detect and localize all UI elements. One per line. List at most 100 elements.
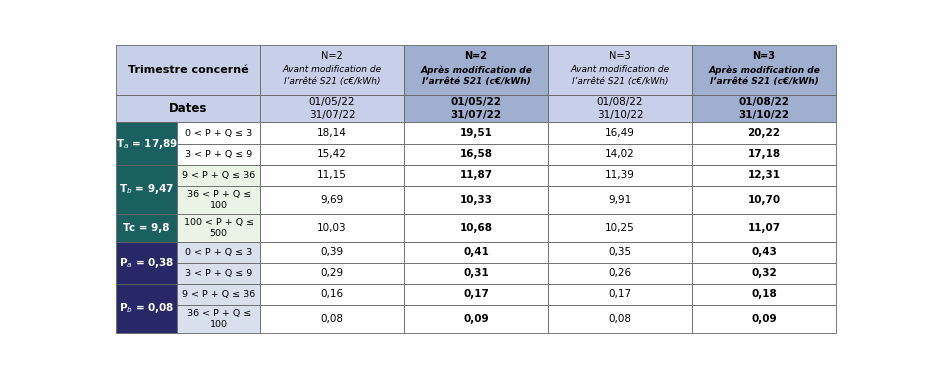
Bar bbox=[260, 305, 404, 333]
Text: 0,09: 0,09 bbox=[751, 314, 776, 324]
Text: N=3: N=3 bbox=[609, 51, 630, 61]
Bar bbox=[691, 242, 835, 263]
Text: 11,15: 11,15 bbox=[316, 170, 347, 180]
Text: 0,16: 0,16 bbox=[320, 289, 343, 299]
Text: 20,22: 20,22 bbox=[747, 128, 780, 138]
Bar bbox=[691, 284, 835, 305]
Bar bbox=[404, 284, 548, 305]
Bar bbox=[404, 263, 548, 284]
Bar bbox=[177, 144, 260, 165]
Bar bbox=[404, 95, 548, 122]
Text: N=3: N=3 bbox=[752, 51, 775, 61]
Text: 3 < P + Q ≤ 9: 3 < P + Q ≤ 9 bbox=[185, 269, 252, 278]
Text: P$_{a}$ = 0,38: P$_{a}$ = 0,38 bbox=[119, 256, 174, 270]
Bar bbox=[691, 122, 835, 144]
Text: Avant modification de
l’arrêté S21 (c€/kWh): Avant modification de l’arrêté S21 (c€/k… bbox=[570, 65, 669, 86]
Text: 9,69: 9,69 bbox=[320, 195, 343, 205]
Bar bbox=[260, 165, 404, 186]
Bar bbox=[548, 165, 691, 186]
Bar bbox=[548, 95, 691, 122]
Text: 3 < P + Q ≤ 9: 3 < P + Q ≤ 9 bbox=[185, 150, 252, 159]
Text: 01/08/22
31/10/22: 01/08/22 31/10/22 bbox=[596, 97, 643, 120]
Bar bbox=[177, 242, 260, 263]
Bar bbox=[260, 144, 404, 165]
Bar bbox=[177, 284, 260, 305]
Bar bbox=[691, 263, 835, 284]
Bar bbox=[404, 186, 548, 214]
Bar bbox=[116, 45, 260, 95]
Bar bbox=[691, 144, 835, 165]
Text: 36 < P + Q ≤
100: 36 < P + Q ≤ 100 bbox=[187, 190, 251, 210]
Text: 0 < P + Q ≤ 3: 0 < P + Q ≤ 3 bbox=[185, 248, 252, 257]
Text: 16,58: 16,58 bbox=[459, 149, 492, 159]
Text: 11,07: 11,07 bbox=[747, 223, 780, 233]
Bar bbox=[116, 122, 177, 165]
Bar bbox=[548, 284, 691, 305]
Bar bbox=[116, 242, 177, 284]
Text: 9 < P + Q ≤ 36: 9 < P + Q ≤ 36 bbox=[182, 290, 255, 299]
Bar bbox=[404, 165, 548, 186]
Text: 0,18: 0,18 bbox=[751, 289, 776, 299]
Text: 36 < P + Q ≤
100: 36 < P + Q ≤ 100 bbox=[187, 309, 251, 329]
Text: 11,39: 11,39 bbox=[604, 170, 635, 180]
Text: 10,33: 10,33 bbox=[459, 195, 492, 205]
Bar bbox=[116, 284, 177, 333]
Bar bbox=[177, 305, 260, 333]
Bar bbox=[691, 214, 835, 242]
Bar bbox=[548, 242, 691, 263]
Text: 0,35: 0,35 bbox=[608, 247, 631, 257]
Bar bbox=[177, 186, 260, 214]
Text: 17,18: 17,18 bbox=[747, 149, 780, 159]
Text: N=2: N=2 bbox=[321, 51, 342, 61]
Text: Dates: Dates bbox=[169, 102, 207, 115]
Text: 0,08: 0,08 bbox=[320, 314, 343, 324]
Bar bbox=[548, 122, 691, 144]
Bar bbox=[260, 186, 404, 214]
Text: 01/05/22
31/07/22: 01/05/22 31/07/22 bbox=[308, 97, 355, 120]
Text: 16,49: 16,49 bbox=[604, 128, 635, 138]
Bar bbox=[260, 214, 404, 242]
Text: Tc = 9,8: Tc = 9,8 bbox=[123, 223, 170, 233]
Text: 9 < P + Q ≤ 36: 9 < P + Q ≤ 36 bbox=[182, 171, 255, 180]
Text: 10,68: 10,68 bbox=[459, 223, 492, 233]
Text: N=2: N=2 bbox=[464, 51, 487, 61]
Bar bbox=[404, 122, 548, 144]
Text: T$_{a}$ = 17,89: T$_{a}$ = 17,89 bbox=[116, 137, 177, 151]
Bar bbox=[177, 165, 260, 186]
Bar bbox=[260, 284, 404, 305]
Bar bbox=[691, 45, 835, 95]
Text: T$_{b}$ = 9,47: T$_{b}$ = 9,47 bbox=[119, 182, 174, 196]
Bar bbox=[548, 144, 691, 165]
Bar bbox=[404, 305, 548, 333]
Text: 19,51: 19,51 bbox=[459, 128, 492, 138]
Bar bbox=[116, 95, 260, 122]
Text: 0,26: 0,26 bbox=[608, 268, 631, 278]
Text: Après modification de
l’arrêté S21 (c€/kWh): Après modification de l’arrêté S21 (c€/k… bbox=[419, 65, 532, 86]
Text: 10,70: 10,70 bbox=[747, 195, 780, 205]
Text: P$_{b}$ = 0,08: P$_{b}$ = 0,08 bbox=[119, 301, 174, 315]
Text: 0,31: 0,31 bbox=[463, 268, 488, 278]
Bar bbox=[177, 214, 260, 242]
Bar bbox=[691, 95, 835, 122]
Text: 100 < P + Q ≤
500: 100 < P + Q ≤ 500 bbox=[184, 218, 253, 238]
Bar bbox=[691, 165, 835, 186]
Bar bbox=[260, 263, 404, 284]
Text: 0,17: 0,17 bbox=[463, 289, 488, 299]
Text: 0,17: 0,17 bbox=[608, 289, 631, 299]
Bar bbox=[116, 165, 177, 214]
Text: 18,14: 18,14 bbox=[316, 128, 347, 138]
Bar bbox=[260, 95, 404, 122]
Text: 0,32: 0,32 bbox=[751, 268, 776, 278]
Bar bbox=[548, 186, 691, 214]
Bar bbox=[548, 305, 691, 333]
Text: 10,25: 10,25 bbox=[604, 223, 635, 233]
Bar bbox=[404, 214, 548, 242]
Text: 0,41: 0,41 bbox=[463, 247, 488, 257]
Text: Trimestre concerné: Trimestre concerné bbox=[128, 65, 248, 75]
Text: 0,09: 0,09 bbox=[463, 314, 488, 324]
Bar bbox=[260, 45, 404, 95]
Text: Avant modification de
l’arrêté S21 (c€/kWh): Avant modification de l’arrêté S21 (c€/k… bbox=[282, 65, 381, 86]
Text: Après modification de
l’arrêté S21 (c€/kWh): Après modification de l’arrêté S21 (c€/k… bbox=[707, 65, 819, 86]
Text: 10,03: 10,03 bbox=[317, 223, 346, 233]
Text: 9,91: 9,91 bbox=[608, 195, 631, 205]
